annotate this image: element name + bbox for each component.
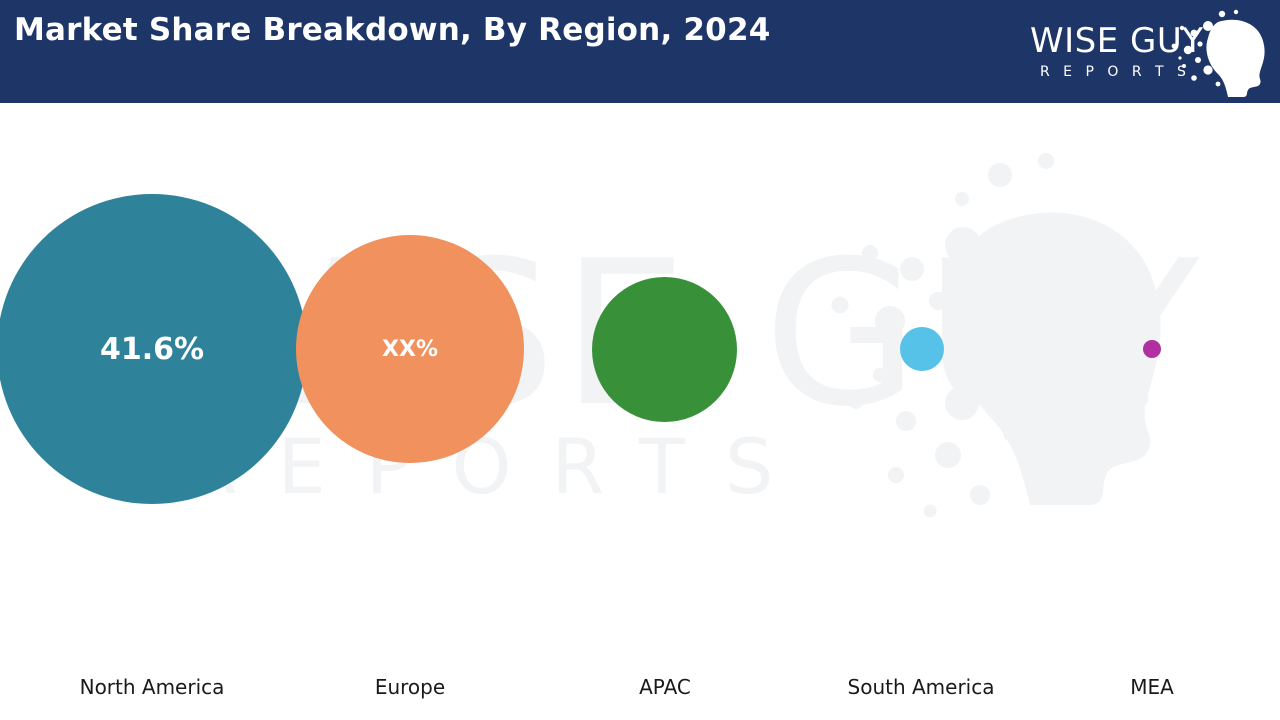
bubble-north-america[interactable]: 41.6% (0, 194, 307, 504)
logo-wordmark-line1: WISE GUY (1030, 21, 1204, 61)
logo-head-icon (1171, 9, 1265, 98)
bubble-apac[interactable] (592, 277, 737, 422)
logo-wordmark-line2: R E P O R T S (1040, 64, 1190, 80)
axis-label-north-america: North America (79, 675, 225, 699)
page-title: Market Share Breakdown, By Region, 2024 (14, 12, 771, 48)
bubble-chart-plot: 41.6% XX% (0, 103, 1280, 663)
category-axis-labels: North America Europe APAC South America … (0, 663, 1280, 720)
bubble-value-label-europe: XX% (382, 336, 438, 362)
bubble-south-america[interactable] (900, 327, 944, 371)
wise-guy-reports-logo: WISE GUY R E P O R T S (1022, 6, 1272, 98)
axis-label-mea: MEA (1130, 675, 1174, 699)
bubble-value-label-north-america: 41.6% (99, 331, 205, 367)
axis-label-europe: Europe (374, 675, 446, 699)
axis-label-apac: APAC (639, 675, 691, 699)
chart-header: Market Share Breakdown, By Region, 2024 … (0, 0, 1280, 103)
bubble-mea[interactable] (1143, 340, 1161, 358)
bubble-europe[interactable]: XX% (296, 235, 524, 463)
axis-label-south-america: South America (847, 675, 995, 699)
